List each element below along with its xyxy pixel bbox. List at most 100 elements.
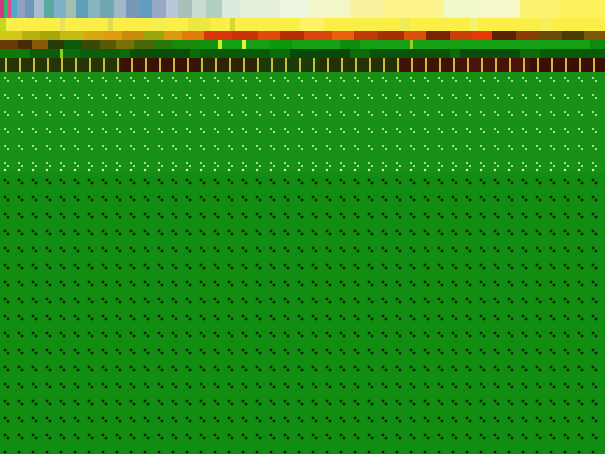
noise-block (166, 0, 178, 18)
noise-block (114, 0, 126, 18)
noise-block (144, 31, 164, 40)
dark-green-band (0, 49, 605, 58)
noise-block (104, 31, 122, 40)
noise-block (384, 0, 444, 18)
noise-block (460, 49, 520, 58)
noise-block (44, 0, 54, 18)
noise-block (590, 40, 605, 49)
noise-block (82, 40, 100, 49)
noise-block (258, 31, 280, 40)
noise-block (242, 40, 246, 49)
noise-block (164, 31, 182, 40)
noise-block (64, 40, 82, 49)
noise-block (354, 31, 378, 40)
noise-block (562, 31, 584, 40)
noise-block (66, 0, 76, 18)
noise-block (232, 31, 258, 40)
noise-block (0, 49, 30, 58)
yellow-band (0, 18, 605, 31)
noise-block (584, 31, 605, 40)
noise-block (11, 0, 17, 18)
noise-block (25, 0, 34, 18)
noise-block (60, 49, 63, 58)
yellow-speckle (150, 18, 168, 31)
noise-block (332, 31, 354, 40)
noise-block (182, 31, 204, 40)
noise-block (18, 40, 32, 49)
orange-noise-band (0, 31, 605, 40)
yellow-speckle (108, 18, 113, 31)
yellow-speckle (540, 18, 552, 31)
top-noise-band (0, 0, 605, 18)
noise-block (240, 0, 280, 18)
noise-block (192, 0, 206, 18)
yellow-speckle (470, 18, 478, 31)
noise-block (30, 49, 60, 58)
maroon-tick-band (0, 58, 605, 72)
noise-block (538, 31, 562, 40)
noise-block (8, 0, 11, 18)
noise-block (222, 0, 240, 18)
noise-block (194, 40, 218, 49)
noise-block (48, 40, 64, 49)
noise-block (154, 40, 172, 49)
dark-tick-region (0, 172, 605, 454)
yellow-speckle (230, 18, 235, 31)
noise-block (218, 40, 222, 49)
noise-block (540, 49, 605, 58)
noise-block (280, 31, 304, 40)
noise-block (178, 0, 192, 18)
noise-block (134, 40, 154, 49)
noise-block (4, 0, 8, 18)
noise-block (60, 31, 84, 40)
noise-block (404, 31, 426, 40)
noise-block (310, 0, 350, 18)
noise-block (492, 31, 516, 40)
noise-block (426, 31, 450, 40)
noise-block (34, 0, 44, 18)
noise-block (152, 0, 166, 18)
bright-green-band (0, 40, 605, 49)
yellow-speckle (188, 18, 210, 31)
noise-block (40, 31, 60, 40)
noise-block (88, 0, 100, 18)
noise-block (100, 40, 116, 49)
noise-block (378, 31, 404, 40)
noise-block (0, 0, 4, 18)
yellow-speckle (60, 18, 65, 31)
noise-block (516, 31, 538, 40)
noise-block (520, 0, 560, 18)
noise-block (560, 0, 605, 18)
noise-block (130, 49, 190, 58)
noise-block (206, 0, 222, 18)
noise-block (304, 31, 332, 40)
noise-block (270, 40, 292, 49)
noise-block (32, 40, 48, 49)
noise-block (122, 31, 144, 40)
noise-block (350, 0, 384, 18)
noise-block (54, 0, 66, 18)
noise-block (0, 31, 22, 40)
noise-block (200, 49, 270, 58)
noise-block (116, 40, 134, 49)
yellow-speckle (400, 18, 410, 31)
noise-block (100, 0, 114, 18)
yellow-tick-pattern (0, 58, 605, 72)
tick-transition-row (0, 168, 605, 174)
noise-block (290, 49, 350, 58)
noise-block (204, 31, 232, 40)
yellow-speckle (300, 18, 324, 31)
noise-block (140, 0, 152, 18)
noise-block (340, 40, 360, 49)
light-tick-pattern (0, 72, 605, 172)
noise-block (17, 0, 25, 18)
noise-block (22, 31, 40, 40)
noise-block (472, 31, 492, 40)
noise-block (84, 31, 104, 40)
noise-block (370, 49, 450, 58)
light-tick-region (0, 72, 605, 172)
noise-block (172, 40, 194, 49)
yellow-speckle (0, 18, 6, 31)
noise-block (0, 40, 18, 49)
